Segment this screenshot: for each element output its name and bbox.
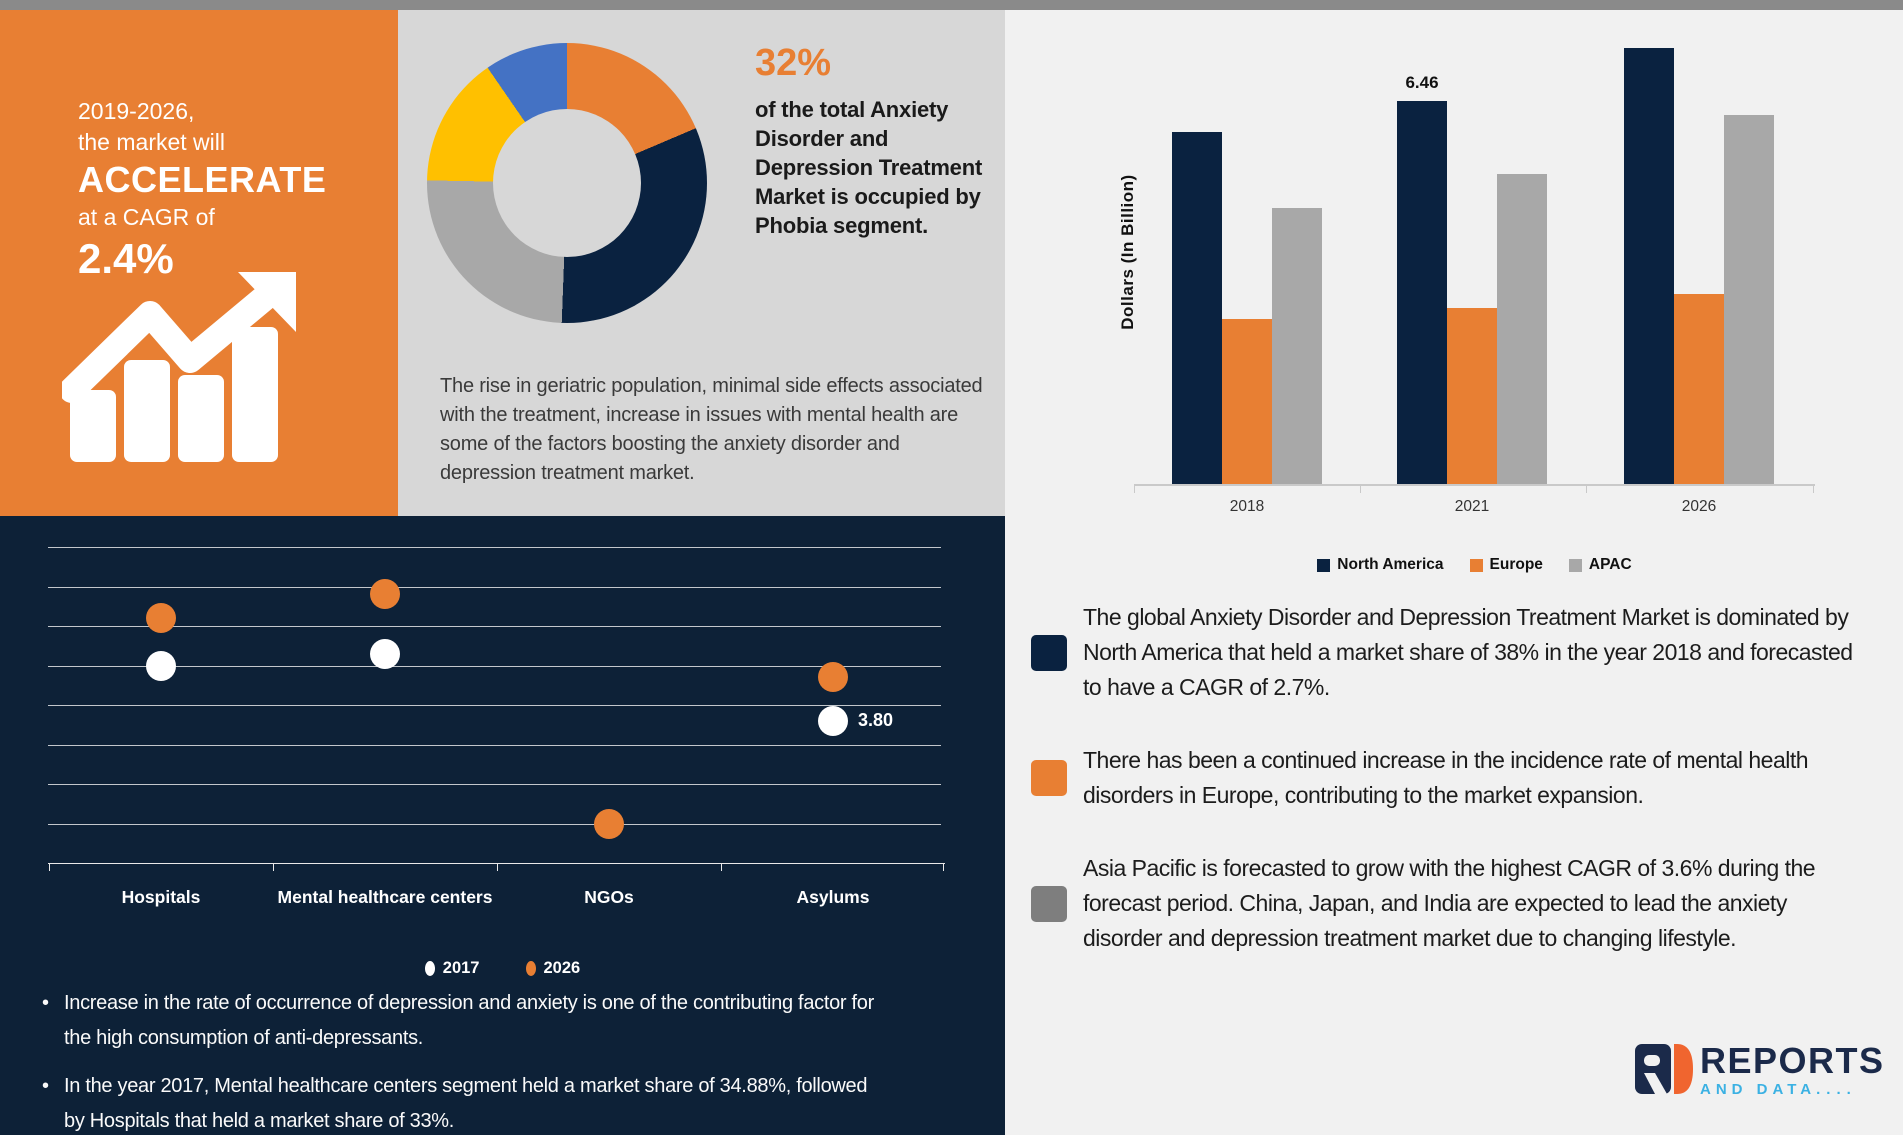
logo-mark-icon bbox=[1635, 1044, 1693, 1094]
axis-tick bbox=[1360, 486, 1361, 493]
bar-Europe-2021 bbox=[1447, 308, 1497, 484]
legend-label: North America bbox=[1337, 556, 1444, 573]
market-drivers-paragraph: The rise in geriatric population, minima… bbox=[440, 375, 983, 484]
axis-tick bbox=[943, 864, 944, 871]
bar-North America-2021 bbox=[1397, 101, 1447, 484]
category-label-Hospitals: Hospitals bbox=[121, 887, 201, 907]
axis-tick bbox=[497, 864, 498, 871]
dot-2026-NGOs bbox=[594, 808, 624, 839]
axis-tick bbox=[49, 864, 50, 871]
dot-plot: 3.80 bbox=[48, 540, 945, 871]
logo-brand: REPORTS bbox=[1700, 1040, 1885, 1081]
legend-label: Europe bbox=[1489, 556, 1543, 573]
phobia-stat-text: of the total Anxiety Disorder and Depres… bbox=[755, 97, 983, 238]
axis-tick bbox=[1813, 486, 1814, 493]
gridline bbox=[48, 626, 941, 627]
gridline bbox=[48, 547, 941, 548]
legend-swatch bbox=[1469, 558, 1483, 572]
dot-data-label: 3.80 bbox=[858, 710, 894, 730]
legend-item-2026: 2026 bbox=[525, 959, 581, 978]
logo-subtitle: AND DATA.... bbox=[1700, 1081, 1857, 1098]
legend-marker bbox=[424, 961, 435, 976]
bar-data-label: 6.46 bbox=[1405, 73, 1439, 92]
gridline bbox=[48, 705, 941, 706]
gridline bbox=[48, 586, 941, 588]
legend-marker bbox=[525, 961, 536, 976]
north-america-color-swatch bbox=[1031, 634, 1067, 671]
category-label-NGOs: NGOs bbox=[584, 887, 634, 907]
bar-Europe-2026 bbox=[1674, 294, 1724, 484]
phobia-panel: 32% of the total Anxiety Disorder and De… bbox=[398, 10, 1005, 516]
bar-plot: 6.46 2018 2021 2026 bbox=[1134, 40, 1815, 515]
legend-item-2017: 2017 bbox=[424, 959, 480, 978]
bar-APAC-2021 bbox=[1497, 174, 1547, 484]
gridline bbox=[48, 744, 941, 746]
axis-tick bbox=[1586, 486, 1587, 493]
dot-2026-Mental healthcare centers bbox=[370, 579, 400, 610]
market-line: the market will bbox=[78, 129, 225, 155]
apac-color-swatch bbox=[1031, 885, 1067, 922]
dot-2026-Asylums bbox=[818, 662, 848, 693]
axis-tick bbox=[1134, 486, 1135, 493]
legend-swatch bbox=[1568, 558, 1582, 572]
bar-North America-2026 bbox=[1624, 48, 1674, 484]
x-axis-label-2021: 2021 bbox=[1454, 498, 1490, 515]
accelerate-text: ACCELERATE bbox=[78, 159, 327, 200]
bar-Europe-2018 bbox=[1222, 319, 1272, 484]
cagr-value: 2.4% bbox=[78, 235, 174, 282]
enduser-panel: 3.80 Hospitals Mental healthcare centers N… bbox=[0, 516, 1005, 1135]
legend-swatch bbox=[1317, 558, 1331, 572]
legend-label: 2017 bbox=[442, 959, 480, 977]
legend-item-APAC: APAC bbox=[1568, 556, 1632, 574]
dot-2017-Hospitals bbox=[146, 650, 176, 681]
period-text: 2019-2026, bbox=[78, 98, 195, 124]
cagr-statement: 2019-2026, the market will ACCELERATE at… bbox=[78, 96, 388, 285]
category-label-Mental healthcare centers: Mental healthcare centers bbox=[277, 887, 493, 907]
x-axis-label-2026: 2026 bbox=[1681, 498, 1717, 515]
legend-item-North America: North America bbox=[1317, 556, 1444, 574]
dot-2017-Mental healthcare centers bbox=[370, 638, 400, 669]
axis-tick bbox=[273, 864, 274, 871]
regional-panel: Dollars (In Billion) 6.46 2018 2021 2026 No… bbox=[1005, 10, 1903, 1135]
growth-chart-icon bbox=[62, 272, 296, 462]
enduser-bullet-list: Increase in the rate of occurrence of de… bbox=[38, 986, 886, 1135]
dot-2017-Asylums bbox=[818, 705, 848, 736]
bar-APAC-2018 bbox=[1272, 207, 1322, 484]
logo-dots: .... bbox=[1816, 1081, 1857, 1098]
bar-APAC-2026 bbox=[1724, 115, 1774, 484]
gridline bbox=[48, 823, 941, 825]
cagr-line: at a CAGR of bbox=[78, 204, 215, 230]
bullet-item: In the year 2017, Mental healthcare cent… bbox=[38, 1069, 886, 1135]
donut-hole bbox=[493, 109, 641, 257]
axis-tick bbox=[721, 864, 722, 871]
insight-text: There has been a continued increase in t… bbox=[1083, 747, 1809, 808]
insight-asia-pacific: Asia Pacific is forecasted to grow with … bbox=[1031, 851, 1871, 956]
legend-label: APAC bbox=[1588, 556, 1632, 573]
x-axis-label-2018: 2018 bbox=[1229, 498, 1265, 515]
bullet-item: Increase in the rate of occurrence of de… bbox=[38, 986, 886, 1056]
gridline bbox=[48, 665, 941, 667]
legend-item-Europe: Europe bbox=[1469, 556, 1543, 574]
legend-label: 2026 bbox=[543, 959, 581, 977]
gridline bbox=[48, 784, 941, 785]
top-divider-strip bbox=[0, 0, 1903, 10]
donut-chart bbox=[427, 43, 707, 323]
phobia-stat: 32% of the total Anxiety Disorder and De… bbox=[755, 42, 1007, 240]
insight-text: Asia Pacific is forecasted to grow with … bbox=[1083, 855, 1816, 951]
insight-list: The global Anxiety Disorder and Depressi… bbox=[1031, 600, 1871, 994]
cagr-panel: 2019-2026, the market will ACCELERATE at… bbox=[0, 10, 398, 516]
logo-text: REPORTS AND DATA.... bbox=[1700, 1042, 1885, 1100]
category-label-Asylums: Asylums bbox=[796, 887, 870, 907]
bar-North America-2018 bbox=[1172, 132, 1222, 484]
europe-color-swatch bbox=[1031, 760, 1067, 796]
dot-2026-Hospitals bbox=[146, 603, 176, 634]
dot-plot-legend: 2017 2026 bbox=[0, 959, 1005, 978]
insight-north-america: The global Anxiety Disorder and Depressi… bbox=[1031, 600, 1871, 705]
insight-europe: There has been a continued increase in t… bbox=[1031, 743, 1871, 813]
insight-text: The global Anxiety Disorder and Depressi… bbox=[1083, 604, 1853, 700]
phobia-stat-value: 32% bbox=[755, 42, 832, 84]
bar-chart-legend: North America Europe APAC bbox=[1134, 556, 1815, 574]
reports-and-data-logo: REPORTS AND DATA.... bbox=[1635, 1042, 1885, 1100]
